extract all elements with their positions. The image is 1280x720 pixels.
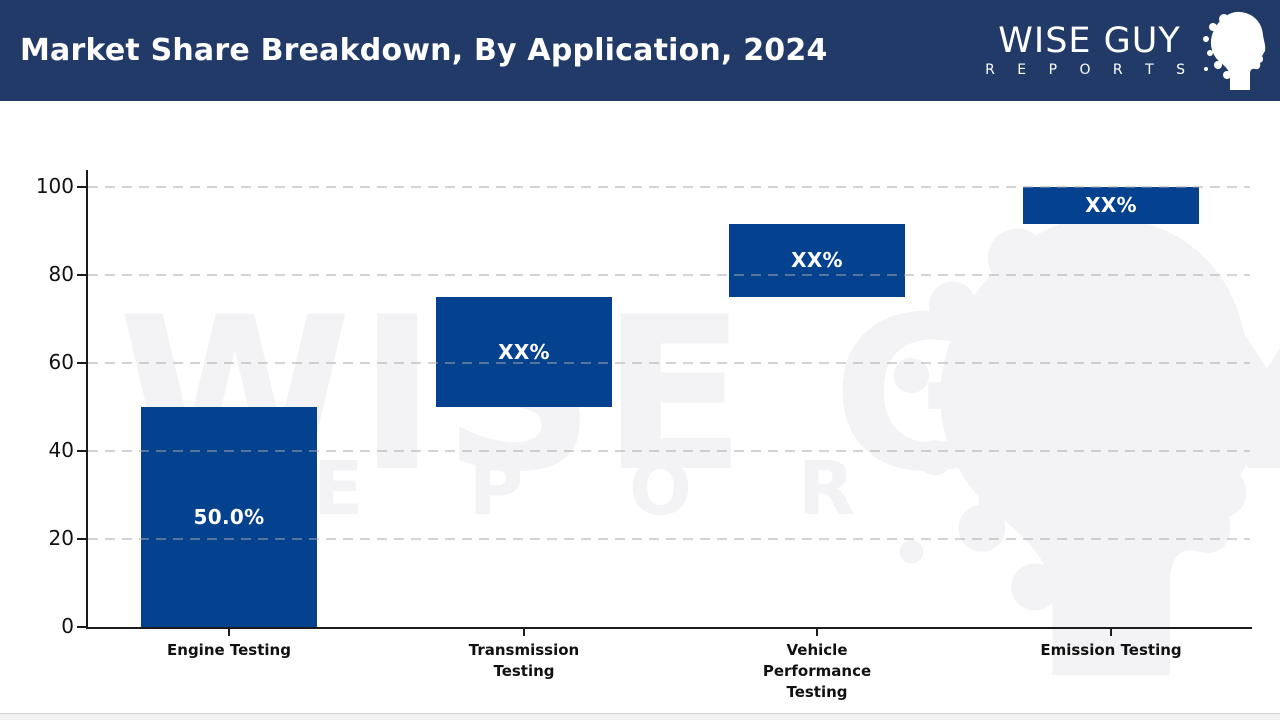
x-axis (86, 627, 1252, 629)
gridline-100 (88, 186, 1250, 188)
bar-2 (436, 297, 612, 407)
y-tick-label: 40 (48, 438, 74, 462)
x-tick-label-line: Testing (493, 662, 555, 680)
y-tick (77, 538, 86, 540)
x-tick-label: Vehicle Performance Testing (707, 640, 927, 703)
y-tick-label: 80 (48, 262, 74, 286)
logo-wordmark: WISE GUY (998, 20, 1181, 61)
gridline-40 (88, 450, 1250, 452)
logo-text: WISE GUY R E P O R T S (985, 23, 1194, 79)
bar-value-label: XX% (791, 248, 843, 273)
y-axis (86, 170, 88, 629)
x-tick-label-line: Performance (762, 662, 872, 680)
x-tick-label-line: Emission Testing (1040, 641, 1182, 659)
bottom-strip (0, 713, 1280, 720)
y-tick (77, 362, 86, 364)
x-tick (816, 629, 818, 636)
x-tick-label: Engine Testing (119, 640, 339, 661)
y-tick (77, 274, 86, 276)
chart-area: WISE GUY R E P O R T S 50.0% XX% XX% XX% 0 20… (0, 101, 1280, 720)
x-tick (1110, 629, 1112, 636)
wiseguy-head-icon (1203, 11, 1266, 90)
x-tick-label-line: Transmission (468, 641, 580, 659)
logo-subtitle: R E P O R T S (985, 61, 1194, 78)
bar-value-label: 50.0% (193, 505, 265, 529)
x-tick (228, 629, 230, 636)
y-tick (77, 186, 86, 188)
x-tick-label-line: Vehicle (786, 641, 848, 659)
y-tick (77, 450, 86, 452)
gridline-20 (88, 538, 1250, 540)
y-tick-label: 20 (48, 526, 74, 550)
x-tick-label: Transmission Testing (414, 640, 634, 682)
bar-1 (141, 407, 317, 627)
y-tick (77, 626, 86, 628)
bar-value-label: XX% (1085, 193, 1137, 218)
x-tick-label-line: Engine Testing (167, 641, 291, 659)
bar-3 (729, 223, 905, 297)
bar-value-label: XX% (498, 340, 550, 364)
x-tick (523, 629, 525, 636)
y-tick-label: 100 (35, 174, 74, 198)
page-title: Market Share Breakdown, By Application, … (20, 33, 828, 68)
x-tick-label-line: Testing (786, 683, 848, 701)
header: Market Share Breakdown, By Application, … (0, 0, 1280, 101)
x-tick-label: Emission Testing (1001, 640, 1221, 661)
y-tick-label: 0 (61, 614, 74, 638)
gridline-80 (88, 274, 1250, 276)
wiseguy-logo: WISE GUY R E P O R T S (985, 11, 1266, 91)
gridline-60 (88, 362, 1250, 364)
y-tick-label: 60 (48, 350, 74, 374)
